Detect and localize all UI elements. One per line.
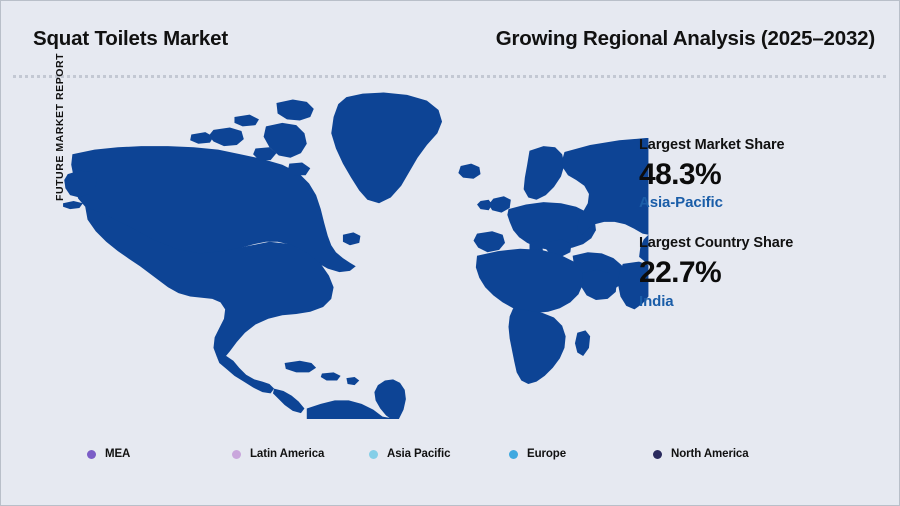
region-arctic-isles-d: [288, 162, 311, 176]
header: Squat Toilets Market Growing Regional An…: [1, 1, 899, 76]
legend-dot-icon: [369, 449, 378, 459]
region-british-isles: [488, 196, 511, 213]
region-iceland: [458, 163, 481, 179]
region-victoria-island: [208, 127, 244, 147]
page-subtitle: Growing Regional Analysis (2025–2032): [495, 26, 875, 50]
legend-label: North America: [671, 448, 749, 460]
legend-label: Asia Pacific: [387, 448, 451, 460]
legend-item-europe[interactable]: Europe: [509, 448, 566, 460]
legend-item-north-america[interactable]: North America: [653, 448, 749, 460]
legend-dot-icon: [87, 449, 96, 459]
region-newfoundland: [342, 232, 361, 246]
region-madagascar: [574, 330, 591, 357]
legend-item-asia-pacific[interactable]: Asia Pacific: [369, 448, 450, 460]
stat-label: Largest Market Share: [639, 137, 785, 153]
stat-region: Asia-Pacific: [639, 194, 723, 212]
region-hispaniola: [320, 372, 341, 381]
region-ireland: [477, 199, 493, 211]
region-arabia: [580, 269, 617, 301]
region-south-america: [306, 379, 406, 419]
region-russia: [562, 137, 649, 235]
stat-value: 48.3%: [639, 158, 722, 191]
region-cuba: [284, 360, 317, 373]
region-africa-north: [475, 248, 584, 313]
legend-label: Latin America: [250, 448, 325, 460]
region-east-asia: [639, 234, 649, 264]
world-map: [59, 89, 649, 419]
legend-dot-icon: [653, 449, 662, 459]
region-baffin-island: [263, 122, 307, 158]
region-aleutians: [63, 200, 83, 210]
legend-dot-icon: [232, 449, 241, 459]
region-united-states: [85, 206, 334, 359]
legend-item-mea[interactable]: MEA: [87, 448, 130, 460]
region-greenland: [331, 92, 443, 204]
region-africa-south: [508, 308, 566, 385]
region-canada: [71, 146, 356, 273]
map-landmass-group: [63, 92, 649, 419]
region-ellesmere: [276, 99, 314, 121]
legend-label: Europe: [527, 448, 567, 460]
legend: MEA Latin America Asia Pacific Europe No…: [87, 448, 827, 470]
region-mexico: [216, 356, 275, 394]
region-alaska: [64, 170, 97, 198]
region-india: [618, 261, 649, 310]
legend-dot-icon: [509, 449, 518, 459]
region-arctic-isles-c: [253, 147, 277, 161]
stat-block-country-share: Largest Country Share 22.7% India: [639, 235, 889, 309]
legend-label: MEA: [105, 448, 131, 460]
region-arctic-isles-a: [190, 132, 214, 144]
stat-block-market-share: Largest Market Share 48.3% Asia-Pacific: [639, 137, 889, 211]
region-arctic-isles-b: [234, 114, 259, 127]
region-balkans: [545, 239, 572, 257]
region-europe-main: [507, 202, 596, 250]
region-iberia: [473, 231, 506, 253]
stats-panel: Largest Market Share 48.3% Asia-Pacific …: [639, 137, 889, 334]
legend-item-latin-america[interactable]: Latin America: [232, 448, 324, 460]
world-map-svg: [63, 92, 649, 419]
region-caribbean-isles: [346, 377, 360, 386]
stat-region: India: [639, 292, 674, 310]
region-central-america: [272, 388, 305, 414]
region-scandinavia: [523, 146, 565, 200]
page-title: Squat Toilets Market: [33, 26, 228, 50]
stat-label: Largest Country Share: [639, 235, 794, 252]
stat-value: 22.7%: [639, 256, 722, 290]
header-divider: [13, 75, 889, 78]
